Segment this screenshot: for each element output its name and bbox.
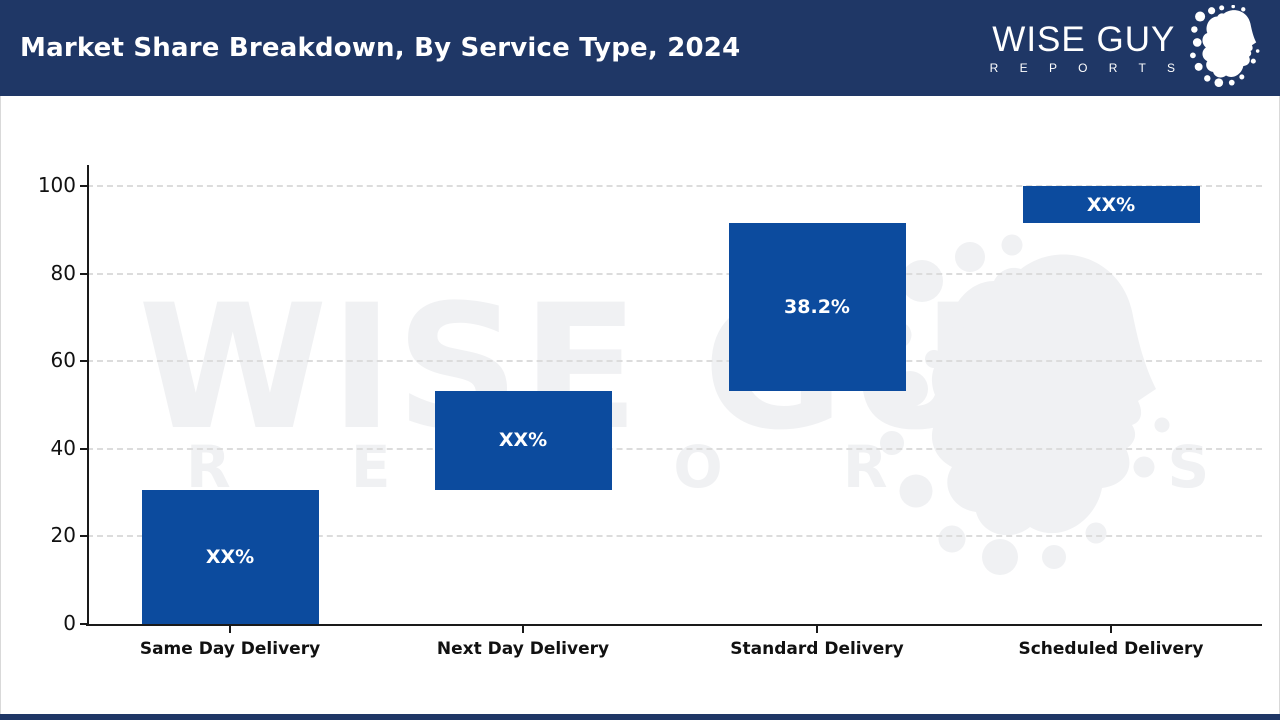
- gridline-80: [87, 272, 1262, 275]
- logo-subtitle: R E P O R T S: [989, 61, 1184, 75]
- y-tick-label-20: 20: [50, 523, 76, 548]
- bar-value-label: XX%: [498, 429, 548, 452]
- y-axis-line: [87, 165, 89, 626]
- y-tick-40: [80, 447, 87, 450]
- y-tick-80: [80, 272, 87, 275]
- footer-bar: [0, 714, 1280, 720]
- header-bar: Market Share Breakdown, By Service Type,…: [0, 0, 1280, 96]
- bar-value-label: XX%: [1086, 193, 1136, 216]
- y-tick-0: [80, 623, 87, 625]
- page-title: Market Share Breakdown, By Service Type,…: [20, 33, 741, 63]
- bar-value-label: XX%: [205, 546, 255, 569]
- x-category-label: Same Day Delivery: [139, 639, 321, 659]
- y-tick-label-80: 80: [50, 260, 76, 285]
- y-tick-100: [80, 185, 87, 187]
- gridline-60: [87, 360, 1262, 363]
- x-axis-line: [86, 624, 1262, 626]
- y-tick-20: [80, 535, 87, 538]
- x-tick-3: [1110, 626, 1112, 633]
- bar-3: XX%: [1022, 186, 1200, 224]
- wise-guy-logo: WISE GUY R E P O R T S: [984, 4, 1280, 91]
- logo-wordmark: WISE GUY: [992, 20, 1176, 59]
- x-tick-1: [522, 626, 524, 633]
- bar-1: XX%: [434, 390, 612, 491]
- x-category-label: Standard Delivery: [730, 639, 904, 659]
- watermark-subtitle: R E P O R T S: [186, 433, 1260, 501]
- bar-2: 38.2%: [728, 223, 906, 391]
- gridline-100: [87, 185, 1262, 187]
- x-tick-2: [816, 626, 818, 633]
- logo-text: WISE GUY R E P O R T S: [984, 22, 1184, 74]
- face-profile-icon: [1190, 4, 1262, 91]
- x-category-label: Scheduled Delivery: [1018, 639, 1204, 659]
- y-tick-label-60: 60: [50, 348, 76, 373]
- watermark-wordmark: WISE GUY: [138, 267, 1115, 468]
- bar-value-label: 38.2%: [784, 295, 850, 318]
- gridline-40: [87, 447, 1262, 450]
- y-tick-60: [80, 360, 87, 363]
- gridline-20: [87, 535, 1262, 538]
- x-tick-0: [229, 626, 231, 633]
- y-tick-label-100: 100: [37, 173, 76, 197]
- x-category-label: Next Day Delivery: [436, 639, 610, 659]
- y-tick-label-40: 40: [50, 435, 76, 460]
- bar-0: XX%: [141, 490, 319, 624]
- y-tick-label-0: 0: [63, 611, 76, 635]
